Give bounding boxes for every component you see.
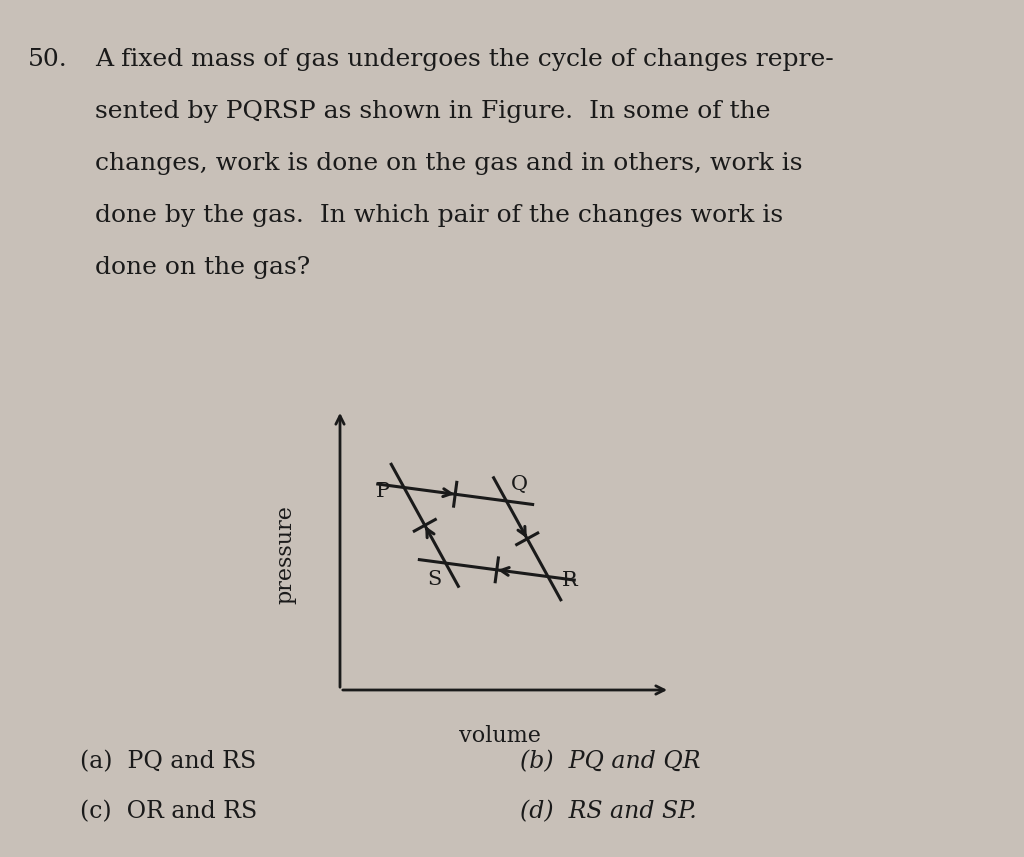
Text: changes, work is done on the gas and in others, work is: changes, work is done on the gas and in … <box>95 152 803 175</box>
Text: done on the gas?: done on the gas? <box>95 256 310 279</box>
Text: S: S <box>427 570 441 589</box>
Text: (b)  PQ and QR: (b) PQ and QR <box>520 750 700 773</box>
Text: pressure: pressure <box>274 506 296 604</box>
Text: volume: volume <box>459 725 541 747</box>
Text: sented by PQRSP as shown in Figure.  In some of the: sented by PQRSP as shown in Figure. In s… <box>95 100 770 123</box>
Text: (c)  OR and RS: (c) OR and RS <box>80 800 257 823</box>
Text: R: R <box>562 571 578 590</box>
Text: (d)  RS and SP.: (d) RS and SP. <box>520 800 696 823</box>
Text: (a)  PQ and RS: (a) PQ and RS <box>80 750 256 773</box>
Text: A fixed mass of gas undergoes the cycle of changes repre-: A fixed mass of gas undergoes the cycle … <box>95 48 834 71</box>
Text: P: P <box>376 482 390 501</box>
Text: Q: Q <box>510 475 527 494</box>
Text: done by the gas.  In which pair of the changes work is: done by the gas. In which pair of the ch… <box>95 204 783 227</box>
Text: 50.: 50. <box>28 48 68 71</box>
